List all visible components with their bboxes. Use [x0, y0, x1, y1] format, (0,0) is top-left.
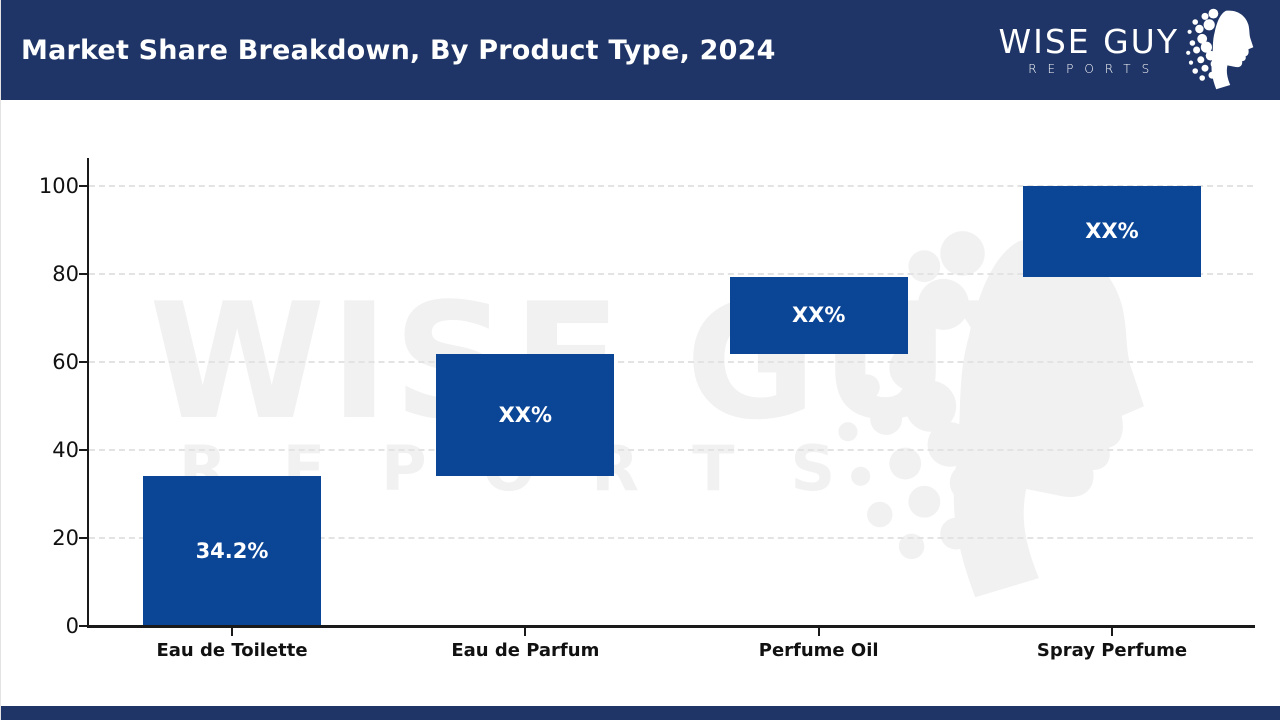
logo-head-icon: [1186, 8, 1254, 90]
y-tick-label: 60: [52, 350, 79, 374]
x-tick: [231, 628, 233, 636]
header-bar: Market Share Breakdown, By Product Type,…: [1, 0, 1280, 100]
y-tick-label: 20: [52, 526, 79, 550]
footer-bar: [1, 706, 1280, 720]
waterfall-bar: XX%: [1023, 186, 1201, 277]
gridline: [89, 361, 1253, 363]
wise-guy-reports-logo: WISE GUY REPORTS: [998, 8, 1255, 92]
x-tick: [524, 628, 527, 636]
waterfall-bar: XX%: [729, 276, 908, 355]
x-category-label: Perfume Oil: [758, 640, 879, 661]
bar-value-label: XX%: [791, 303, 846, 328]
y-tick: [79, 625, 88, 627]
gridline: [89, 449, 1253, 451]
bar-value-label: 34.2%: [195, 538, 269, 563]
x-category-label: Eau de Parfum: [451, 640, 600, 661]
y-tick: [79, 449, 88, 451]
chart-title: Market Share Breakdown, By Product Type,…: [21, 34, 776, 66]
y-tick-label: 0: [65, 614, 79, 638]
x-tick: [817, 628, 820, 636]
y-tick-label: 40: [52, 438, 79, 462]
x-category-label: Eau de Toilette: [156, 640, 308, 661]
gridline: [89, 185, 1253, 187]
y-tick: [79, 273, 88, 275]
y-tick-label: 80: [52, 262, 79, 286]
y-axis-line: [87, 158, 89, 628]
logo-subtitle: REPORTS: [1028, 61, 1161, 76]
y-tick: [79, 185, 88, 187]
logo-wordmark: WISE GUY: [998, 21, 1179, 61]
x-category-label: Spray Perfume: [1036, 640, 1188, 661]
x-axis-line: [87, 625, 1255, 628]
logo-text: WISE GUY REPORTS: [998, 25, 1179, 76]
waterfall-bar: 34.2%: [143, 475, 321, 626]
y-tick: [79, 537, 88, 539]
x-tick: [1111, 628, 1113, 636]
y-tick-label: 100: [38, 174, 79, 198]
y-tick: [79, 361, 88, 363]
bar-value-label: XX%: [498, 402, 553, 427]
gridline: [89, 273, 1253, 275]
gridline: [89, 537, 1253, 539]
waterfall-bar: XX%: [436, 354, 615, 476]
bar-value-label: XX%: [1085, 219, 1139, 244]
